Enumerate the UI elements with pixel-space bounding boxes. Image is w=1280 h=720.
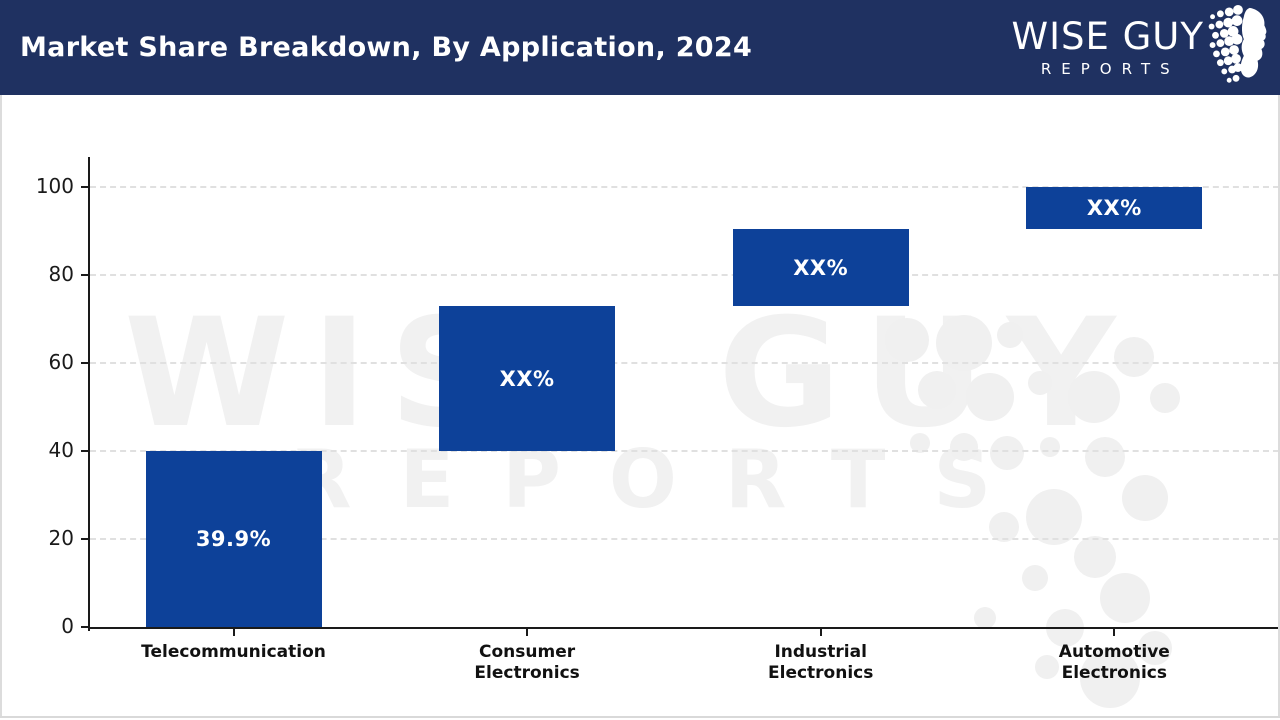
gridline [90, 538, 1278, 540]
y-tick-mark [81, 362, 88, 364]
y-tick-label: 0 [61, 614, 74, 638]
y-axis-spine [88, 157, 90, 631]
logo-brand-subtitle: REPORTS [1040, 59, 1180, 78]
x-category-label: Industrial Electronics [768, 642, 874, 684]
logo-brand-name: WISE GUY [1011, 14, 1204, 58]
y-tick-mark [81, 186, 88, 188]
y-tick-label: 100 [35, 174, 74, 198]
x-tick-mark [526, 629, 529, 636]
y-tick-label: 60 [48, 350, 74, 374]
watermark-face-dots-icon [885, 315, 1180, 708]
bar-segment: 39.9% [145, 451, 322, 627]
watermark-brand-text: WISE GUY [124, 287, 1138, 461]
bottom-divider [0, 716, 1280, 718]
x-category-label: Automotive Electronics [1058, 642, 1170, 684]
bar-segment: XX% [732, 229, 909, 307]
y-tick-label: 20 [48, 526, 74, 550]
x-tick-mark [232, 629, 235, 636]
wiseguy-face-logo-icon [1208, 4, 1267, 83]
x-category-label: Consumer Electronics [474, 642, 580, 684]
wiseguy-logo: WISE GUY REPORTS [1012, 4, 1268, 91]
gridline [90, 450, 1278, 452]
y-tick-mark [81, 450, 88, 452]
x-tick-mark [819, 629, 822, 636]
y-tick-mark [81, 274, 88, 276]
gridline [90, 362, 1278, 364]
plot-area: 0 20 40 60 80 100 39.9% Telecommunication XX% Con… [36, 157, 1278, 683]
y-tick-label: 80 [48, 262, 74, 286]
bar-value-label: XX% [793, 255, 849, 280]
y-tick-mark [81, 626, 88, 628]
bar-segment: XX% [439, 306, 616, 452]
chart-area: WISE GUY REPORTS 0 20 40 60 80 100 39.9% Teleco… [0, 95, 1280, 716]
bar-segment: XX% [1026, 187, 1203, 230]
bar-value-label: 39.9% [195, 527, 272, 552]
y-tick-mark [81, 538, 88, 540]
header-banner: Market Share Breakdown, By Application, … [0, 0, 1280, 95]
y-tick-label: 40 [48, 438, 74, 462]
watermark-subtitle-text: REPORTS [290, 433, 1040, 526]
bar-value-label: XX% [1086, 196, 1142, 221]
page-title: Market Share Breakdown, By Application, … [20, 32, 753, 63]
x-tick-mark [1113, 629, 1116, 636]
gridline [90, 186, 1278, 188]
bar-value-label: XX% [499, 366, 555, 391]
x-category-label: Telecommunication [141, 642, 326, 662]
gridline [90, 274, 1278, 276]
wiseguy-logo-text: WISE GUY REPORTS [1012, 18, 1204, 78]
x-axis-line [88, 627, 1278, 629]
